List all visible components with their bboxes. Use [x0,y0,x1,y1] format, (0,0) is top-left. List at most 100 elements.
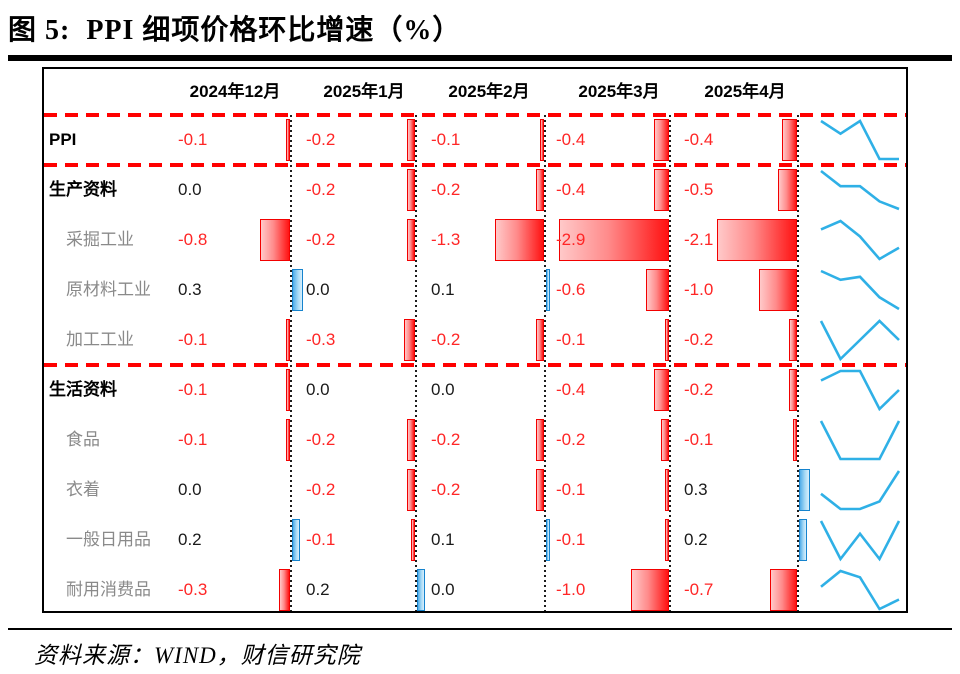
sparkline [818,268,902,317]
data-bar-negative [404,319,415,361]
sparkline-svg [820,470,901,511]
cell-value: -0.1 [556,530,586,549]
sparkline [818,118,902,167]
sparkline [818,318,902,367]
sparkline-path [820,269,900,311]
data-bar-negative [407,469,415,511]
cell-value: 0.1 [431,530,455,549]
cell-value: -1.0 [684,280,714,299]
data-bar-negative [260,219,290,261]
sparkline-svg [819,319,900,362]
cell-value: 0.1 [431,280,455,299]
sparkline-path [819,420,901,461]
row-label: PPI [49,130,77,149]
sparkline-path [820,219,900,261]
data-bar-negative [793,419,797,461]
group-separator-line [44,113,906,117]
cell-value: -0.1 [178,380,208,399]
data-bar-negative [279,569,290,611]
cell-value: -0.2 [306,430,336,449]
cell-value: -0.8 [178,230,208,249]
cell-value: 0.0 [431,580,455,599]
data-bar-negative [789,369,797,411]
data-bar-negative [407,219,415,261]
sparkline-path [820,470,901,511]
data-bar-negative [286,319,290,361]
cell-value: -0.2 [306,180,336,199]
cell-value: -0.1 [684,430,714,449]
data-bar-negative [631,569,669,611]
ppi-table: 2024年12月 2025年1月 2025年2月 2025年3月 2025年4月 PPI -… [42,67,908,613]
cell-value: -0.3 [306,330,336,349]
row-label: 衣着 [66,480,100,499]
data-bar-negative [407,169,415,211]
cell-value: 0.0 [306,380,330,399]
cell-value: -0.2 [306,230,336,249]
data-bar-negative [665,519,669,561]
row-label: 采掘工业 [66,230,134,249]
data-bar-negative [536,319,544,361]
data-bar-negative [559,219,669,261]
column-header: 2025年3月 [578,82,660,101]
sparkline [818,468,902,517]
data-bar-negative [759,269,797,311]
cell-value: -0.2 [431,480,461,499]
row-label: 原材料工业 [66,280,151,299]
cell-value: -0.1 [178,130,208,149]
cell-value: -0.6 [556,280,586,299]
column-header: 2024年12月 [189,82,281,101]
data-bar-positive [292,269,303,311]
row-label: 加工工业 [66,330,134,349]
data-bar-negative [661,419,669,461]
sparkline-path [819,319,900,362]
data-bar-negative [536,169,544,211]
sparkline [818,368,902,417]
data-bar-positive [546,269,550,311]
group-separator-line [44,363,906,367]
cell-value: -1.3 [431,230,461,249]
row-label: 耐用消费品 [66,580,151,599]
cell-value: 0.2 [684,530,708,549]
data-bar-negative [407,419,415,461]
cell-value: -0.2 [684,380,714,399]
data-bar-negative [286,369,290,411]
cell-value: -0.4 [556,380,586,399]
source-note: 资料来源：WIND，财信研究院 [34,643,361,668]
cell-value: -0.2 [431,330,461,349]
cell-value: 0.3 [178,280,202,299]
data-bar-negative [782,119,797,161]
column-header: 2025年1月 [323,82,405,101]
data-bar-negative [540,119,544,161]
cell-value: -0.2 [431,430,461,449]
sparkline-svg [820,269,900,311]
footer-rule [8,628,952,630]
sparkline-svg [820,219,900,261]
data-bar-positive [292,519,300,561]
cell-value: -0.1 [431,130,461,149]
sparkline-path [820,119,899,161]
cell-value: -0.2 [431,180,461,199]
cell-value: -0.7 [684,580,714,599]
sparkline-path [820,569,900,611]
title-rule [8,55,952,61]
data-bar-negative [789,319,797,361]
sparkline [818,168,902,217]
sparkline [818,418,902,467]
data-bar-negative [665,469,669,511]
cell-value: 0.0 [431,380,455,399]
data-bar-positive [546,519,550,561]
data-bar-positive [799,519,807,561]
cell-value: -0.1 [306,530,336,549]
cell-value: 0.0 [178,180,202,199]
row-label: 生产资料 [49,180,117,199]
cell-value: -0.4 [556,130,586,149]
sparkline-svg [820,569,900,611]
cell-value: -0.4 [684,130,714,149]
data-bar-negative [665,319,669,361]
data-bar-negative [654,369,669,411]
sparkline-svg [820,369,900,412]
sparkline-svg [819,520,901,562]
cell-value: -0.1 [556,480,586,499]
sparkline-svg [819,420,901,461]
